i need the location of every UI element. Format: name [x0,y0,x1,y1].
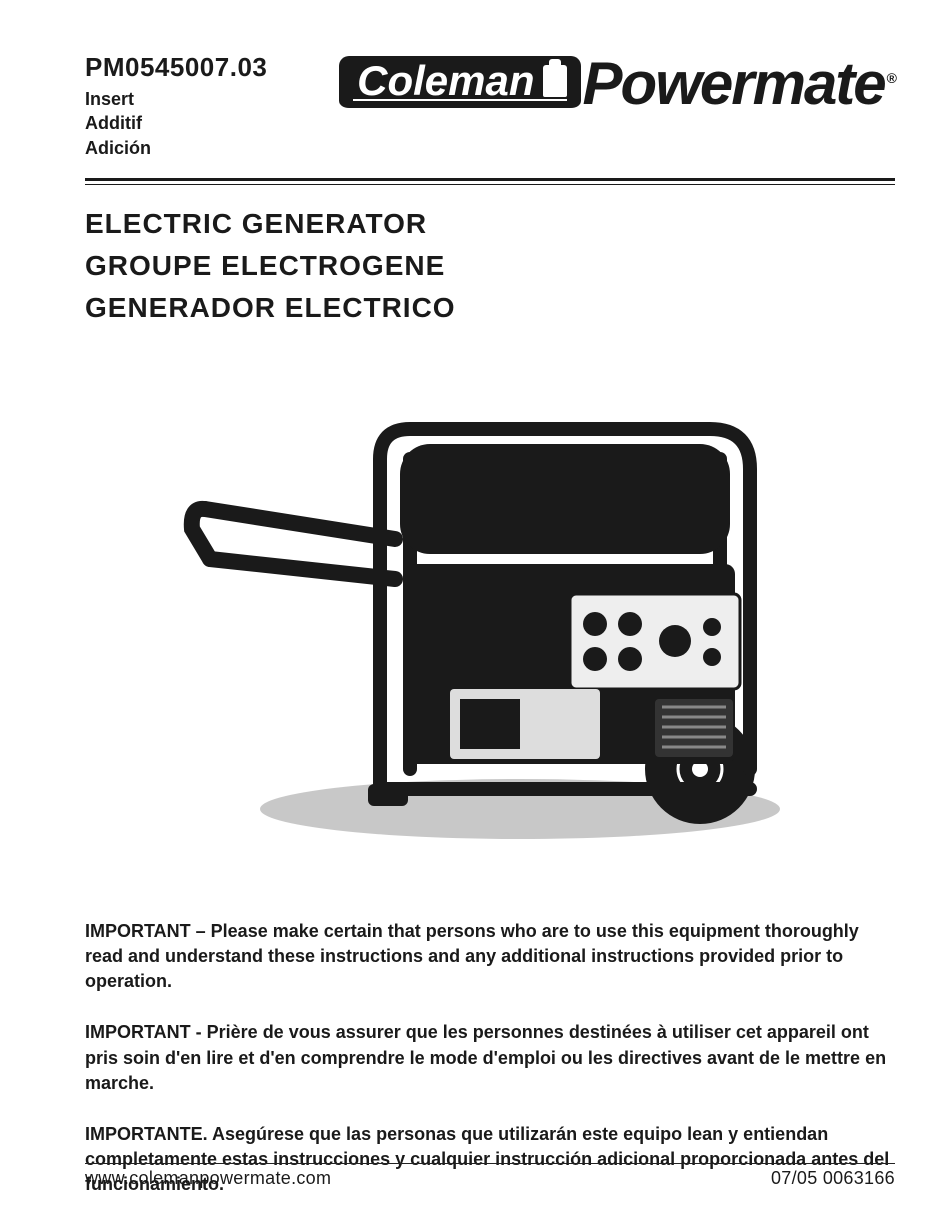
important-notices: IMPORTANT – Please make certain that per… [85,919,895,1198]
notice-en: IMPORTANT – Please make certain that per… [85,919,895,995]
product-illustration [85,369,895,869]
page-footer: www.colemanpowermate.com 07/05 0063166 [85,1163,895,1189]
footer-url: www.colemanpowermate.com [85,1168,331,1189]
coleman-badge: Coleman [339,56,580,111]
insert-label-fr: Additif [85,111,267,135]
insert-label-en: Insert [85,87,267,111]
title-fr: GROUPE ELECTROGENE [85,245,895,287]
model-number: PM0545007.03 [85,52,267,83]
notice-fr: IMPORTANT - Prière de vous assurer que l… [85,1020,895,1096]
coleman-wordmark: Coleman [357,60,534,102]
brand-logo: Coleman Powermate® [267,50,895,111]
model-block: PM0545007.03 Insert Additif Adición [85,50,267,160]
title-en: ELECTRIC GENERATOR [85,203,895,245]
header-rule [85,178,895,185]
insert-label-es: Adición [85,136,267,160]
footer-date-code: 07/05 0063166 [771,1168,895,1189]
lantern-icon [543,65,567,97]
powermate-wordmark: Powermate® [583,57,895,111]
product-titles: ELECTRIC GENERATOR GROUPE ELECTROGENE GE… [85,203,895,329]
title-es: GENERADOR ELECTRICO [85,287,895,329]
document-header: PM0545007.03 Insert Additif Adición Cole… [85,50,895,160]
generator-icon [150,389,830,849]
